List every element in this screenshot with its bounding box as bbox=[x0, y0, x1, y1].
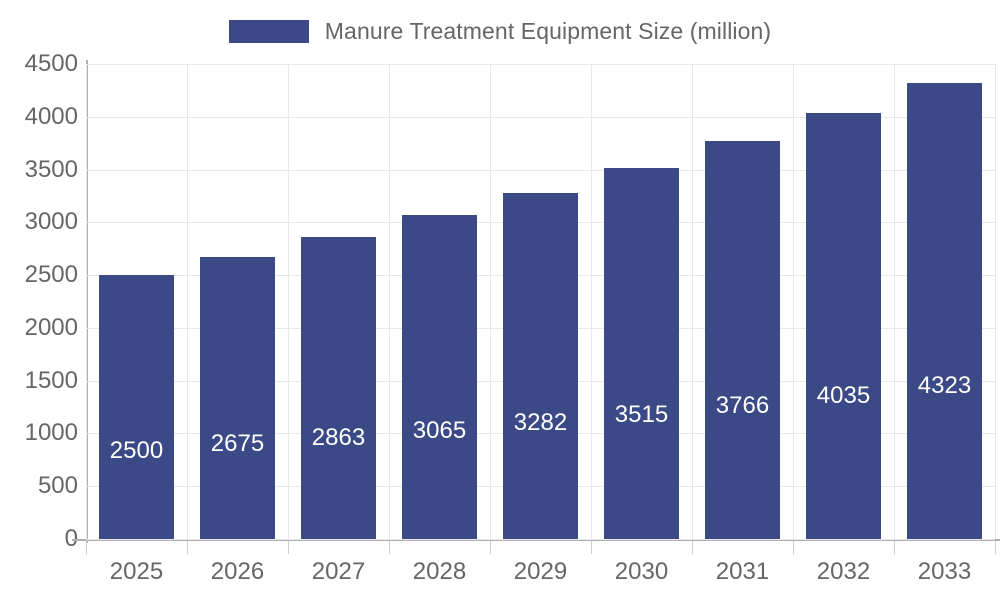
gridline-vertical bbox=[793, 64, 794, 539]
gridline-vertical bbox=[692, 64, 693, 539]
gridline-horizontal bbox=[86, 64, 995, 65]
x-axis-tick-mark bbox=[692, 541, 693, 554]
x-axis-tick-mark bbox=[793, 541, 794, 554]
x-axis-tick-mark bbox=[86, 541, 87, 554]
bar[interactable]: 3515 bbox=[604, 167, 679, 539]
gridline-vertical bbox=[187, 64, 188, 539]
x-axis-line bbox=[72, 539, 1000, 541]
legend-color-swatch bbox=[228, 19, 309, 43]
y-axis-tick-label: 3000 bbox=[24, 208, 78, 236]
y-axis-tick-label: 1500 bbox=[24, 366, 78, 394]
x-axis-tick-label: 2025 bbox=[109, 558, 164, 585]
x-axis-tick-mark bbox=[995, 541, 996, 554]
gridline-vertical bbox=[894, 64, 895, 539]
bar[interactable]: 2675 bbox=[200, 256, 275, 539]
gridline-vertical bbox=[288, 64, 289, 539]
x-axis-tick-mark bbox=[187, 541, 188, 554]
bar-value-label: 2863 bbox=[311, 423, 366, 451]
bar-value-label: 3766 bbox=[715, 391, 770, 419]
chart-legend: Manure Treatment Equipment Size (million… bbox=[0, 8, 1000, 54]
y-axis-tick-label: 1000 bbox=[24, 419, 78, 447]
y-axis-tick-labels: 0 500 1000 1500 2000 2500 3000 3500 4000 4500 bbox=[0, 0, 78, 600]
gridline-vertical bbox=[389, 64, 390, 539]
x-axis-tick-mark bbox=[389, 541, 390, 554]
y-axis-tick-label: 2000 bbox=[24, 313, 78, 341]
x-axis-tick-label: 2027 bbox=[311, 558, 366, 585]
gridline-vertical bbox=[591, 64, 592, 539]
x-axis-tick-label: 2029 bbox=[513, 558, 568, 585]
x-axis-tick-label: 2031 bbox=[715, 558, 770, 585]
y-axis-line bbox=[86, 60, 88, 543]
bar-value-label: 3282 bbox=[513, 408, 568, 436]
gridline-vertical bbox=[86, 64, 87, 539]
x-axis-tick-mark bbox=[894, 541, 895, 554]
x-axis-tick-label: 2028 bbox=[412, 558, 467, 585]
bar-value-label: 3515 bbox=[614, 400, 669, 428]
y-axis-tick-label: 4000 bbox=[24, 102, 78, 130]
x-axis-tick-mark bbox=[591, 541, 592, 554]
gridline-horizontal bbox=[86, 169, 995, 171]
x-axis-tick-mark bbox=[490, 541, 491, 554]
y-axis-tick-label: 500 bbox=[37, 472, 78, 500]
gridline-horizontal bbox=[86, 539, 995, 540]
x-axis-tick-label: 2032 bbox=[816, 558, 871, 585]
bar[interactable]: 2500 bbox=[99, 275, 174, 539]
bar-value-label: 2500 bbox=[109, 436, 164, 464]
bar-value-label: 4035 bbox=[816, 382, 871, 410]
legend-series-label: Manure Treatment Equipment Size (million… bbox=[324, 17, 772, 44]
bar[interactable]: 4323 bbox=[907, 82, 982, 539]
bar[interactable]: 3282 bbox=[503, 192, 578, 539]
x-axis-tick-label: 2033 bbox=[917, 558, 972, 585]
gridline-vertical bbox=[490, 64, 491, 539]
y-axis-tick-label: 0 bbox=[6, 525, 78, 553]
y-axis-tick-label: 2500 bbox=[24, 261, 78, 289]
bar[interactable]: 3766 bbox=[705, 141, 780, 539]
plot-area: 2500 2675 2863 3065 3282 3515 3766 4035 4323 bbox=[86, 64, 996, 540]
bar-value-label: 2675 bbox=[210, 430, 265, 458]
bar[interactable]: 3065 bbox=[402, 215, 477, 539]
gridline-vertical bbox=[995, 64, 996, 539]
x-axis-tick-label: 2030 bbox=[614, 558, 669, 585]
bar-value-label: 4323 bbox=[917, 372, 972, 400]
bar[interactable]: 4035 bbox=[806, 113, 881, 539]
bar[interactable]: 2863 bbox=[301, 236, 376, 539]
bar-value-label: 3065 bbox=[412, 416, 467, 444]
x-axis-tick-mark bbox=[288, 541, 289, 554]
gridline-horizontal bbox=[86, 116, 995, 118]
x-axis-tick-label: 2026 bbox=[210, 558, 265, 585]
y-axis-tick-label: 3500 bbox=[24, 155, 78, 183]
y-axis-tick-label: 4500 bbox=[24, 50, 78, 77]
